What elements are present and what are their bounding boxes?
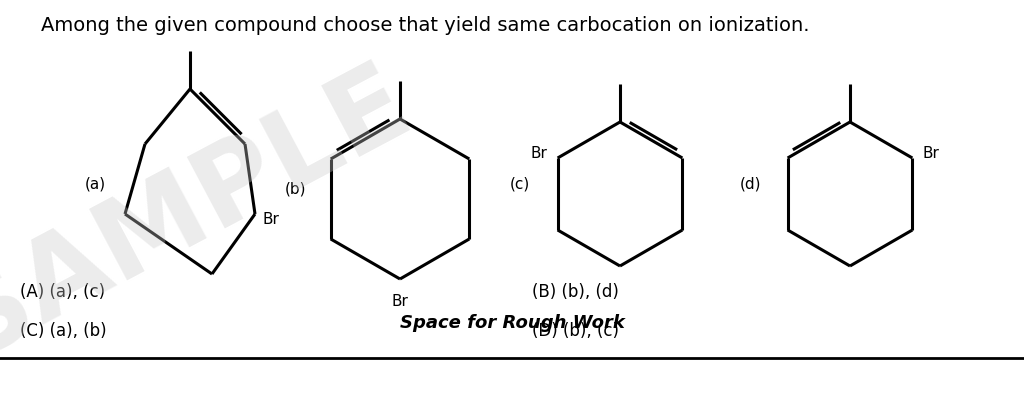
Text: (d): (d) [740, 177, 762, 191]
Text: Space for Rough Work: Space for Rough Work [399, 314, 625, 332]
Text: (b): (b) [285, 182, 306, 197]
Text: (D) (b), (c): (D) (b), (c) [532, 322, 620, 340]
Text: (a): (a) [85, 177, 106, 191]
Text: Br: Br [923, 145, 939, 160]
Text: (C) (a), (b): (C) (a), (b) [20, 322, 108, 340]
Text: Br: Br [530, 145, 548, 160]
Text: SAMPLE: SAMPLE [0, 48, 428, 380]
Text: Br: Br [263, 212, 280, 227]
Text: Among the given compound choose that yield same carbocation on ionization.: Among the given compound choose that yie… [41, 16, 809, 35]
Text: (c): (c) [510, 177, 530, 191]
Text: (B) (b), (d): (B) (b), (d) [532, 282, 620, 301]
Text: Br: Br [391, 294, 409, 309]
Text: (A) (a), (c): (A) (a), (c) [20, 282, 105, 301]
